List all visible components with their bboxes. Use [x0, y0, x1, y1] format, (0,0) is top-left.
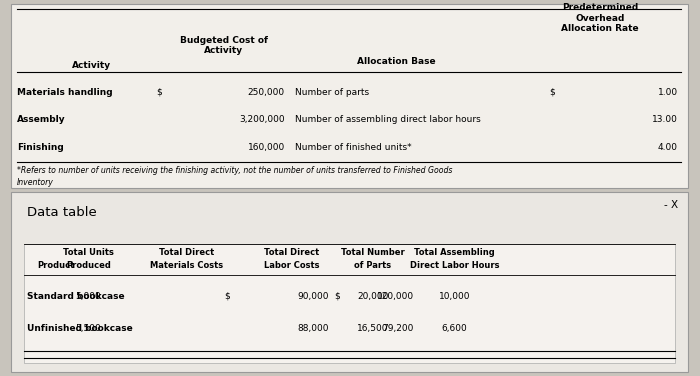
Text: Direct Labor Hours: Direct Labor Hours: [410, 261, 499, 270]
FancyBboxPatch shape: [24, 244, 675, 363]
Text: Budgeted Cost of
Activity: Budgeted Cost of Activity: [180, 36, 268, 55]
Text: - X: - X: [664, 200, 678, 210]
Text: 88,000: 88,000: [298, 324, 329, 334]
Text: $: $: [550, 88, 555, 97]
Text: Activity: Activity: [72, 61, 111, 70]
Text: 79,200: 79,200: [382, 324, 414, 334]
Text: Produced: Produced: [66, 261, 111, 270]
Text: 250,000: 250,000: [248, 88, 285, 97]
Text: 5,000: 5,000: [76, 292, 101, 301]
Text: Total Units: Total Units: [63, 248, 114, 257]
Text: 20,000: 20,000: [357, 292, 388, 301]
Text: 4.00: 4.00: [658, 143, 678, 152]
Text: Inventory: Inventory: [18, 178, 54, 187]
Text: 3,200,000: 3,200,000: [239, 115, 285, 124]
Text: of Parts: of Parts: [354, 261, 391, 270]
Text: Number of parts: Number of parts: [295, 88, 369, 97]
Text: Product: Product: [38, 261, 75, 270]
Text: $: $: [335, 292, 340, 301]
Text: 16,500: 16,500: [357, 324, 388, 334]
Text: Data table: Data table: [27, 206, 97, 219]
Text: Number of finished units*: Number of finished units*: [295, 143, 412, 152]
Text: Total Direct: Total Direct: [264, 248, 319, 257]
Text: 13.00: 13.00: [652, 115, 678, 124]
Text: Total Number: Total Number: [341, 248, 405, 257]
Text: Labor Costs: Labor Costs: [264, 261, 319, 270]
Text: Predetermined
Overhead
Allocation Rate: Predetermined Overhead Allocation Rate: [561, 3, 639, 33]
Text: Number of assembling direct labor hours: Number of assembling direct labor hours: [295, 115, 481, 124]
Text: Total Assembling: Total Assembling: [414, 248, 495, 257]
Text: 90,000: 90,000: [298, 292, 329, 301]
FancyBboxPatch shape: [10, 4, 688, 188]
Text: Materials handling: Materials handling: [18, 88, 113, 97]
Text: 6,600: 6,600: [442, 324, 467, 334]
Text: Total Direct: Total Direct: [159, 248, 214, 257]
Text: Assembly: Assembly: [18, 115, 66, 124]
Text: 160,000: 160,000: [248, 143, 285, 152]
Text: Materials Costs: Materials Costs: [150, 261, 223, 270]
Text: *Refers to number of units receiving the finishing activity, not the number of u: *Refers to number of units receiving the…: [18, 166, 453, 175]
Text: 5,500: 5,500: [76, 324, 101, 334]
Text: Unfinished bookcase: Unfinished bookcase: [27, 324, 133, 334]
Text: Standard bookcase: Standard bookcase: [27, 292, 125, 301]
Text: 120,000: 120,000: [377, 292, 414, 301]
Text: $: $: [156, 88, 162, 97]
Text: Allocation Base: Allocation Base: [358, 58, 436, 67]
Text: $: $: [224, 292, 230, 301]
Text: Finishing: Finishing: [18, 143, 64, 152]
Text: 10,000: 10,000: [439, 292, 470, 301]
Text: 1.00: 1.00: [658, 88, 678, 97]
FancyBboxPatch shape: [10, 192, 688, 372]
